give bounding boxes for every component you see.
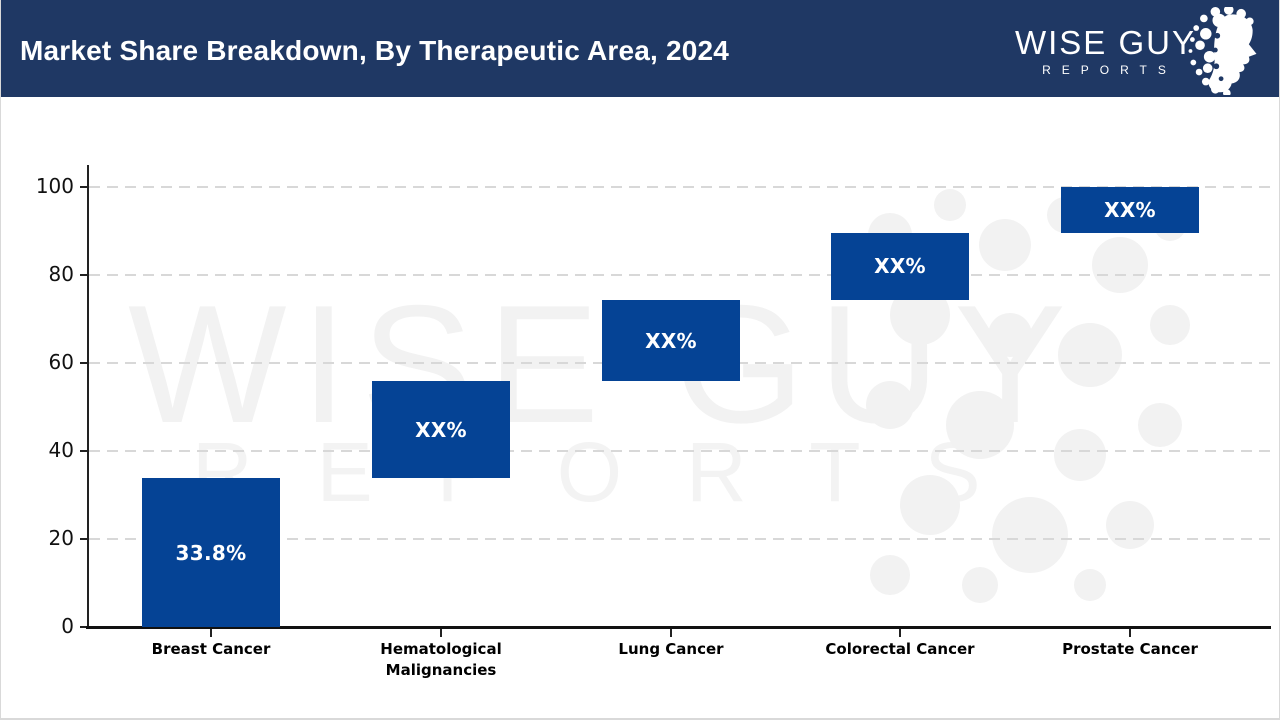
bar-value-label: XX% [874,254,926,279]
logo-wordmark: WISE GUY [1014,24,1196,61]
ytick-label: 60 [48,350,74,374]
bar-value-label: XX% [645,328,697,353]
category-label-colorectal-cancer: Colorectal Cancer [825,640,975,658]
header-bar: Market Share Breakdown, By Therapeutic A… [0,0,1280,97]
ytick-mark [80,274,88,276]
watermark-subtext: REPORTS [192,425,1045,519]
x-axis [86,626,1271,629]
xtick-mark [440,629,442,637]
ytick-label: 0 [61,614,74,638]
wise-guy-reports-logo: WISE GUY REPORTS [1014,6,1260,95]
category-label-lung-cancer: Lung Cancer [618,640,724,658]
bar-value-label: XX% [415,417,467,442]
page-title: Market Share Breakdown, By Therapeutic A… [20,34,730,66]
bar-lung-cancer: XX% [602,300,740,382]
bar-prostate-cancer: XX% [1061,187,1199,233]
category-label-breast-cancer: Breast Cancer [151,640,271,658]
bar-colorectal-cancer: XX% [831,232,969,301]
ytick-mark [80,186,88,188]
ytick-label: 40 [48,438,74,462]
logo-text: WISE GUY REPORTS [1014,24,1196,78]
face-profile-icon [1188,6,1257,95]
bar-hematological-malignancies: XX% [372,381,510,479]
gridline-y100 [89,186,1270,188]
y-axis [87,165,89,628]
gridline-y40 [89,450,1270,452]
bar-value-label: 33.8% [175,540,247,565]
ytick-mark [80,450,88,452]
ytick-mark [80,538,88,540]
xtick-mark [670,629,672,637]
ytick-label: 100 [35,174,74,198]
ytick-mark [80,362,88,364]
ytick-label: 20 [48,526,74,550]
bar-breast-cancer: 33.8% [142,478,280,627]
xtick-mark [210,629,212,637]
logo-subtext: REPORTS [1042,63,1177,77]
xtick-mark [1129,629,1131,637]
bar-value-label: XX% [1104,197,1156,222]
category-label-hematological-malignancies: Hematological Malignancies [380,640,502,679]
gridline-y80 [89,274,1270,276]
xtick-mark [899,629,901,637]
ytick-label: 80 [48,262,74,286]
category-label-prostate-cancer: Prostate Cancer [1062,640,1198,658]
ytick-mark [80,626,88,628]
gridline-y20 [89,538,1270,540]
